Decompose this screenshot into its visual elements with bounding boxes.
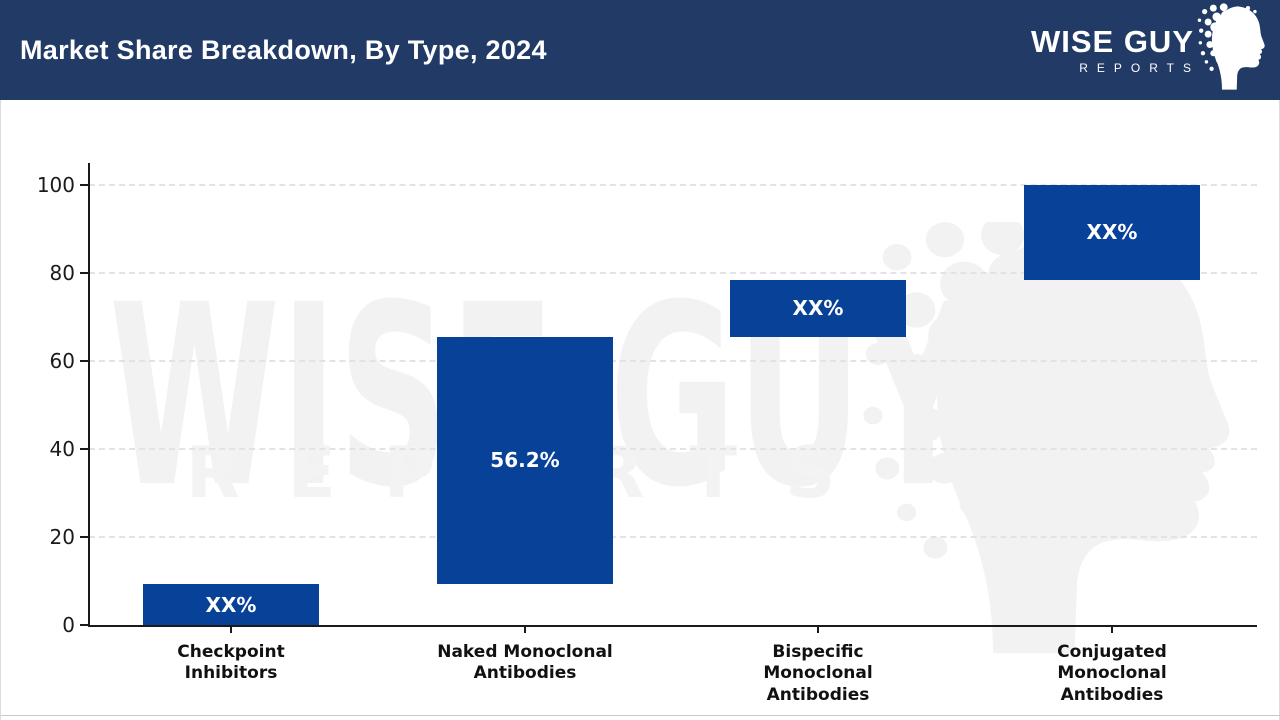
logo-tagline: REPORTS	[1079, 60, 1200, 75]
x-tick-mark	[524, 627, 526, 633]
bar-value-label: XX%	[1086, 220, 1138, 245]
y-tick-label: 40	[49, 437, 75, 461]
bar-segment: 56.2%	[437, 336, 613, 585]
figure-bottom-border	[1, 715, 1280, 716]
y-axis-line	[88, 163, 90, 627]
gridline-80	[89, 272, 1257, 274]
head-profile-dots-icon	[1196, 3, 1274, 97]
bar-segment: XX%	[143, 584, 319, 625]
x-tick-mark	[230, 627, 232, 633]
category-label: Bispecific Monoclonal Antibodies	[763, 642, 873, 705]
chart-canvas: WISE GUY REPORTS 020406080100XX%Checkpoi…	[0, 100, 1280, 720]
gridline-100	[89, 184, 1257, 186]
x-tick-mark	[817, 627, 819, 633]
y-tick-label: 80	[49, 261, 75, 285]
y-tick-mark	[80, 536, 89, 538]
y-tick-mark	[80, 448, 89, 450]
bar-value-label: 56.2%	[490, 448, 560, 473]
x-tick-mark	[1111, 627, 1113, 633]
gridline-60	[89, 360, 1257, 362]
wise-guy-logo: WISE GUY REPORTS	[1031, 3, 1274, 97]
gridline-20	[89, 536, 1257, 538]
y-tick-mark	[80, 272, 89, 274]
header-bar: Market Share Breakdown, By Type, 2024 WI…	[0, 0, 1280, 100]
category-label: Conjugated Monoclonal Antibodies	[1057, 642, 1167, 705]
x-axis-line	[88, 625, 1257, 627]
y-tick-mark	[80, 624, 89, 626]
logo-name: WISE GUY	[1030, 23, 1194, 59]
y-tick-label: 20	[49, 525, 75, 549]
gridline-40	[89, 448, 1257, 450]
bar-value-label: XX%	[205, 592, 257, 617]
y-tick-label: 100	[36, 173, 75, 197]
bar-segment: XX%	[1024, 185, 1200, 280]
y-tick-label: 0	[62, 613, 75, 637]
page-title: Market Share Breakdown, By Type, 2024	[20, 34, 547, 65]
y-tick-mark	[80, 360, 89, 362]
category-label: Checkpoint Inhibitors	[177, 642, 285, 684]
bar-value-label: XX%	[792, 296, 844, 321]
watermark-head-profile-dots-icon	[849, 215, 1280, 666]
y-tick-mark	[80, 184, 89, 186]
category-label: Naked Monoclonal Antibodies	[437, 642, 613, 684]
y-tick-label: 60	[49, 349, 75, 373]
bar-segment: XX%	[730, 279, 906, 337]
